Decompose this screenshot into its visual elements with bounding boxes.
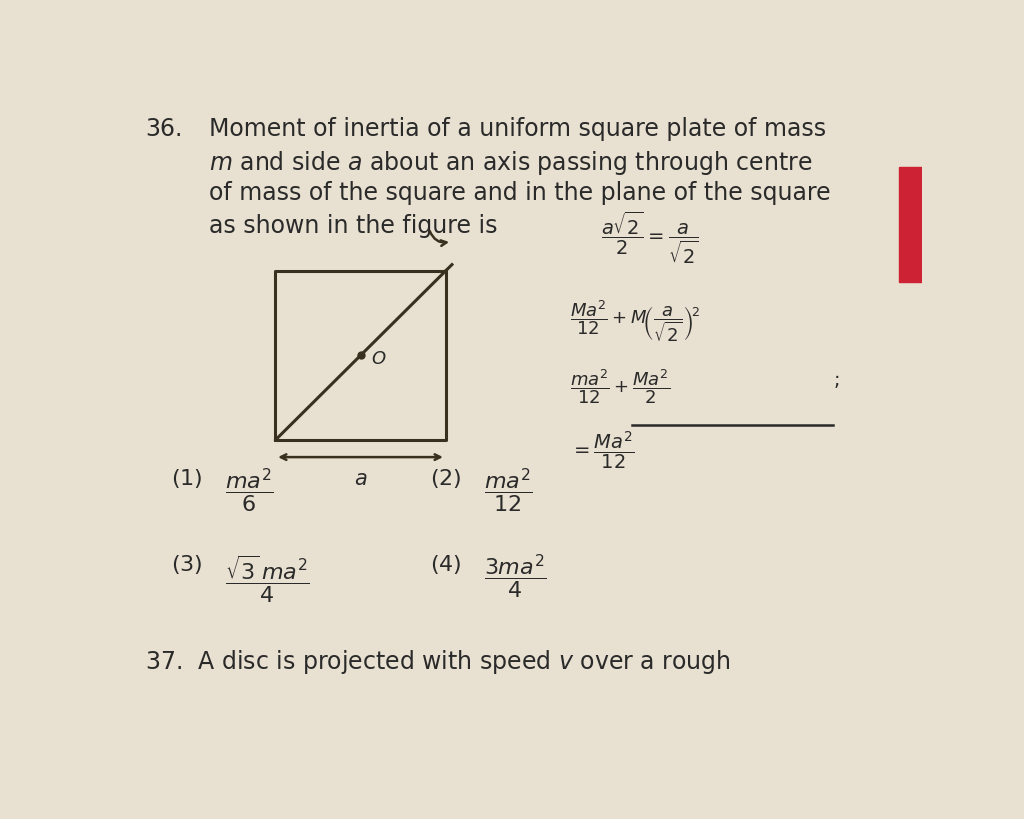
Text: $= \dfrac{Ma^{2}}{12}$: $= \dfrac{Ma^{2}}{12}$ — [569, 428, 635, 471]
Text: 37.  A disc is projected with speed $v$ over a rough: 37. A disc is projected with speed $v$ o… — [145, 648, 731, 676]
Text: 36.: 36. — [145, 117, 182, 141]
Text: $\dfrac{\sqrt{3}\,ma^{2}}{4}$: $\dfrac{\sqrt{3}\,ma^{2}}{4}$ — [225, 554, 310, 604]
Bar — [899, 167, 922, 283]
Text: $\dfrac{ma^{2}}{6}$: $\dfrac{ma^{2}}{6}$ — [225, 467, 273, 515]
Text: Moment of inertia of a uniform square plate of mass: Moment of inertia of a uniform square pl… — [209, 117, 826, 141]
Text: $O$: $O$ — [372, 351, 387, 369]
Text: $a$: $a$ — [353, 468, 368, 489]
Text: $(3)$: $(3)$ — [171, 554, 202, 577]
Text: ;: ; — [834, 371, 840, 390]
Text: of mass of the square and in the plane of the square: of mass of the square and in the plane o… — [209, 182, 831, 206]
Text: $\dfrac{a\sqrt{2}}{2} = \dfrac{a}{\sqrt{2}}$: $\dfrac{a\sqrt{2}}{2} = \dfrac{a}{\sqrt{… — [601, 209, 698, 265]
Text: $(1)$: $(1)$ — [171, 467, 202, 490]
Text: $\dfrac{3ma^{2}}{4}$: $\dfrac{3ma^{2}}{4}$ — [484, 554, 547, 601]
Text: $(2)$: $(2)$ — [430, 467, 462, 490]
Text: $(4)$: $(4)$ — [430, 554, 462, 577]
Text: $\dfrac{ma^{2}}{12} + \dfrac{Ma^{2}}{2}$: $\dfrac{ma^{2}}{12} + \dfrac{Ma^{2}}{2}$ — [569, 367, 670, 405]
Text: $\dfrac{ma^{2}}{12}$: $\dfrac{ma^{2}}{12}$ — [484, 467, 534, 515]
Text: as shown in the figure is: as shown in the figure is — [209, 214, 498, 238]
Text: $m$ and side $a$ about an axis passing through centre: $m$ and side $a$ about an axis passing t… — [209, 149, 813, 177]
Text: $\dfrac{Ma^{2}}{12} + M\!\left(\dfrac{a}{\sqrt{2}}\right)^{\!2}$: $\dfrac{Ma^{2}}{12} + M\!\left(\dfrac{a}… — [569, 298, 700, 344]
